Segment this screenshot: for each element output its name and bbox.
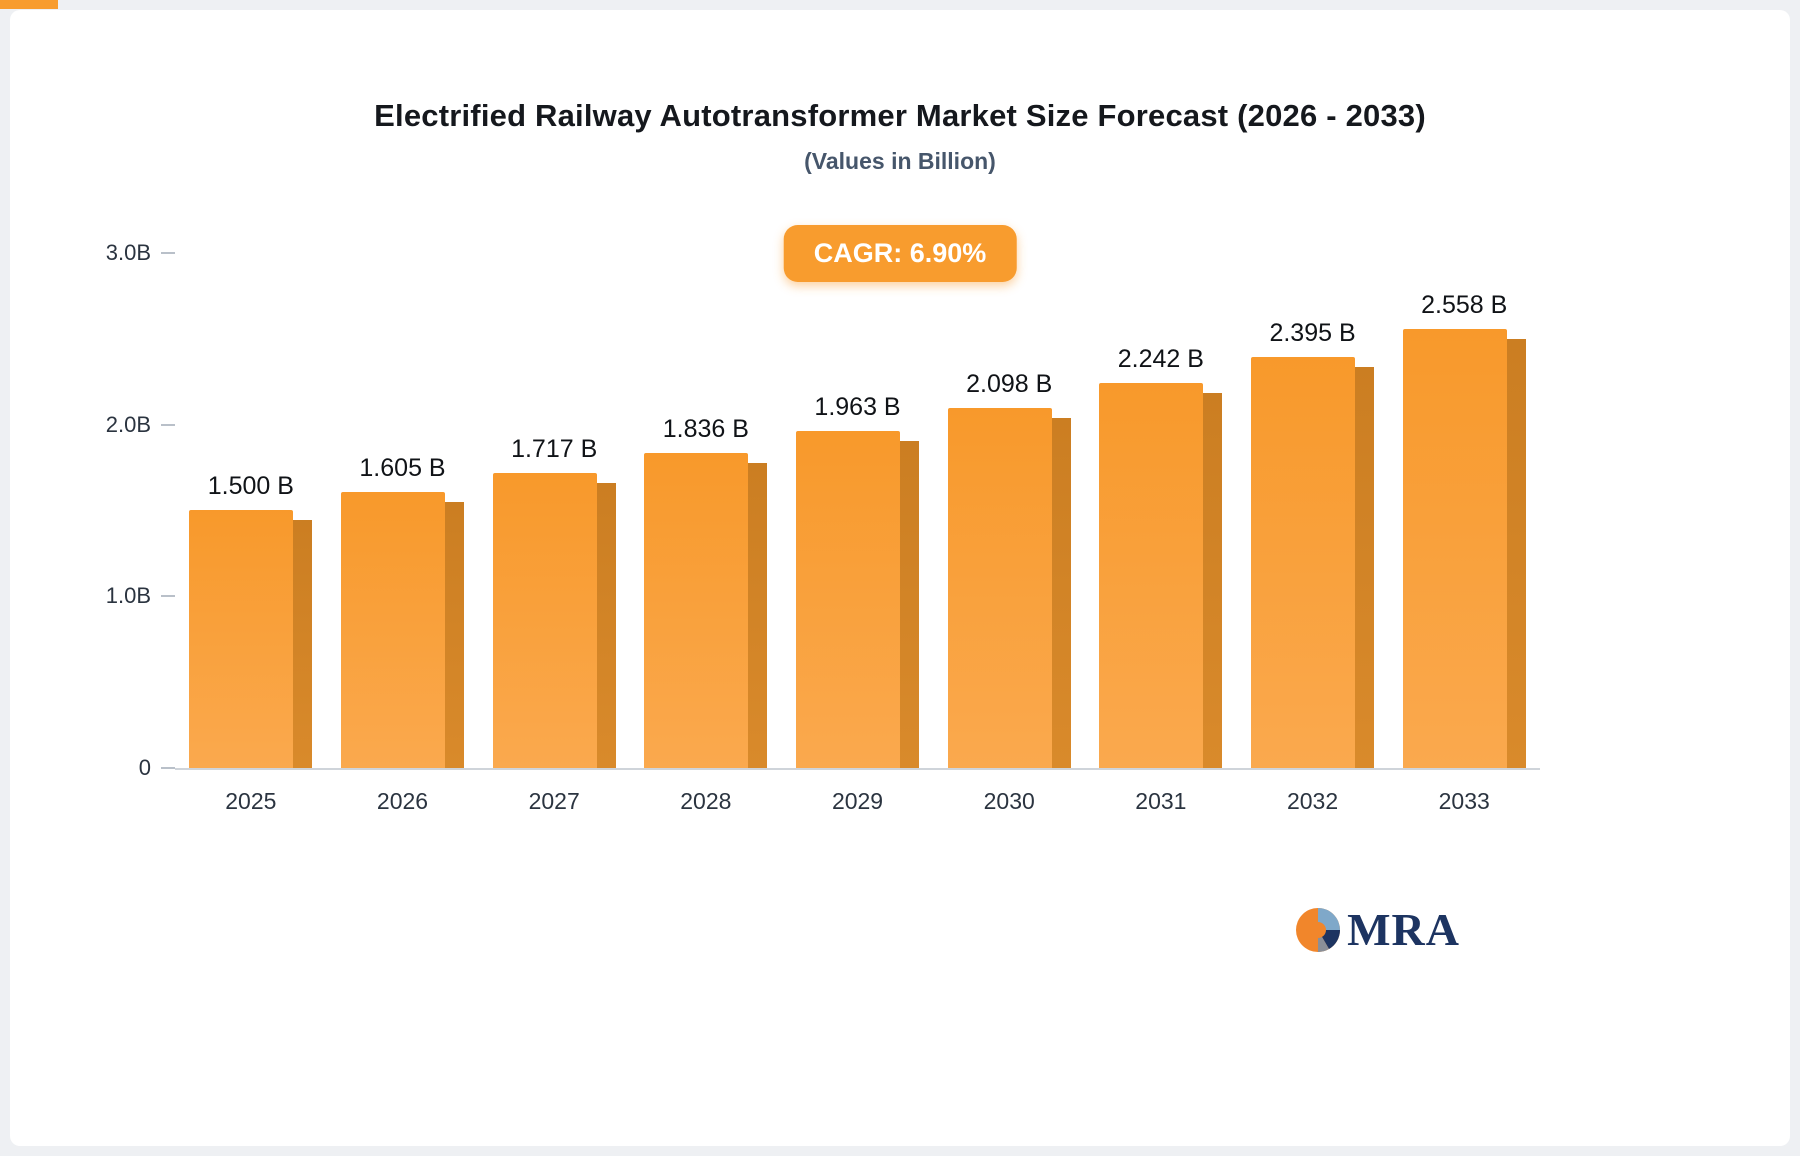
y-tick-mark xyxy=(161,252,175,254)
bar xyxy=(644,453,749,768)
bar-3d-side xyxy=(748,463,768,768)
bar-wrap xyxy=(644,453,768,768)
bar xyxy=(341,492,445,768)
bar-value-label: 2.558 B xyxy=(1421,291,1508,319)
cagr-badge: CAGR: 6.90% xyxy=(783,225,1017,282)
mra-logo-text: MRA xyxy=(1347,904,1460,955)
mra-logo: MRA xyxy=(1295,903,1460,956)
bar xyxy=(189,510,294,768)
x-axis-label: 2027 xyxy=(528,788,580,814)
plot-area: 1.500 B 1.605 B 1.717 B 1.836 B 1.963 B 2.098… xyxy=(175,253,1540,770)
x-axis-label: 2026 xyxy=(376,788,429,814)
bar-wrap xyxy=(1099,383,1223,768)
bar xyxy=(1099,383,1204,768)
x-axis-label: 2030 xyxy=(983,788,1035,814)
bar-value-label: 1.717 B xyxy=(511,435,598,463)
x-axis-label: 2032 xyxy=(1286,788,1339,814)
bar xyxy=(1251,357,1356,768)
bar-3d-side xyxy=(1506,339,1526,768)
bar-group: 1.605 B xyxy=(327,253,479,768)
bar-value-label: 1.963 B xyxy=(814,393,901,421)
chart-title: Electrified Railway Autotransformer Mark… xyxy=(374,98,1426,133)
bar-wrap xyxy=(947,408,1071,768)
bar-value-label: 1.836 B xyxy=(662,415,749,443)
bar-value-label: 2.242 B xyxy=(1117,345,1204,373)
y-tick-label: 0 xyxy=(138,755,151,780)
mra-logo-icon xyxy=(1296,907,1341,952)
bar-wrap xyxy=(1251,357,1375,768)
x-axis-label: 2033 xyxy=(1438,788,1490,814)
bar-group: 2.098 B xyxy=(933,253,1085,768)
bar-3d-side xyxy=(596,483,616,768)
bar-group: 1.963 B xyxy=(782,253,934,768)
x-axis-label: 2031 xyxy=(1135,788,1187,814)
bar-wrap xyxy=(189,510,313,768)
y-tick-label: 2.0B xyxy=(105,411,151,437)
bar-wrap xyxy=(341,492,464,768)
bar-group: 2.395 B xyxy=(1237,253,1389,768)
x-axis: 2025 2026 2027 2028 2029 2030 2031 2032 2033 xyxy=(175,788,1540,815)
bar-wrap xyxy=(1402,329,1526,768)
bar-value-label: 2.395 B xyxy=(1269,319,1356,347)
y-tick-mark xyxy=(161,595,175,598)
bar-chart: 3.0B 2.0B 1.0B 0 1.500 B 1.605 B 1.717 B 1.836… xyxy=(80,240,1540,814)
x-axis-label: 2029 xyxy=(831,788,884,814)
bar-3d-side xyxy=(1355,367,1375,768)
bar-3d-side xyxy=(445,502,464,768)
y-tick-mark xyxy=(161,767,175,769)
chart-subtitle: (Values in Billion) xyxy=(804,148,996,174)
y-tick-label: 3.0B xyxy=(105,240,151,265)
x-axis-label: 2025 xyxy=(225,788,277,814)
top-left-accent xyxy=(0,0,58,9)
bar-group: 2.558 B xyxy=(1388,253,1540,768)
y-tick: 1.0B xyxy=(99,583,175,609)
bar-value-label: 1.605 B xyxy=(359,454,446,482)
y-tick-mark xyxy=(161,423,175,426)
bar-group: 1.836 B xyxy=(630,253,782,768)
bar xyxy=(947,408,1052,768)
bar-wrap xyxy=(492,473,616,768)
chart-card: Electrified Railway Autotransformer Mark… xyxy=(10,10,1790,1146)
bar-group: 1.500 B xyxy=(175,253,327,768)
bar xyxy=(492,473,597,768)
y-tick-label: 1.0B xyxy=(105,583,151,609)
bar-value-label: 2.098 B xyxy=(966,370,1053,398)
bar-wrap xyxy=(796,431,920,768)
y-tick: 0 xyxy=(99,755,175,781)
bar-3d-side xyxy=(1203,393,1223,768)
bar-3d-side xyxy=(1051,418,1071,768)
bar-group: 2.242 B xyxy=(1085,253,1237,768)
x-axis-label: 2028 xyxy=(680,788,732,814)
bar xyxy=(1402,329,1507,768)
y-tick: 2.0B xyxy=(99,412,175,438)
bar-group: 1.717 B xyxy=(478,253,630,768)
bar-3d-side xyxy=(900,441,920,768)
bar-3d-side xyxy=(293,520,313,768)
bar xyxy=(796,431,901,768)
bar-value-label: 1.500 B xyxy=(207,472,294,500)
y-tick: 3.0B xyxy=(99,240,175,266)
